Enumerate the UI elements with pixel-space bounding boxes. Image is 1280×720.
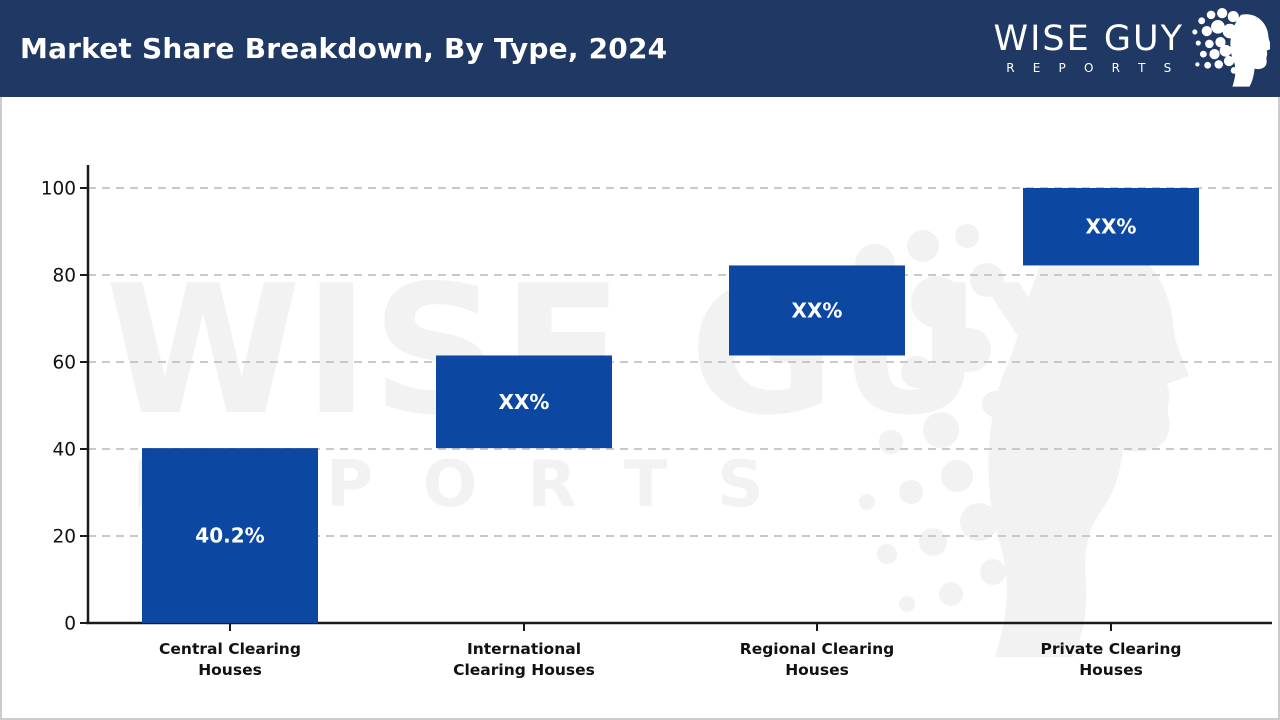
bar-value-label: XX%: [499, 390, 550, 414]
y-tick-label: 60: [52, 353, 76, 374]
x-axis-category-label: International Clearing Houses: [453, 640, 595, 679]
bar-value-label: XX%: [1086, 215, 1137, 239]
logo-head-icon: [1192, 7, 1270, 87]
brand-logo: WISE GUY R E P O R T S: [993, 7, 1270, 91]
bar-value-label: XX%: [792, 298, 843, 322]
header-bar: Market Share Breakdown, By Type, 2024 WI…: [0, 0, 1280, 97]
page-title: Market Share Breakdown, By Type, 2024: [20, 32, 668, 65]
bar-value-label: 40.2%: [195, 524, 264, 548]
logo-subtitle: R E P O R T S: [1006, 61, 1180, 75]
y-tick-label: 40: [52, 440, 76, 461]
bar: [436, 355, 612, 449]
y-tick-label: 20: [52, 527, 76, 548]
x-axis-category-label: Central Clearing Houses: [159, 640, 301, 679]
logo-wordmark: WISE GUY: [993, 19, 1184, 59]
x-axis-category-label: Private Clearing Houses: [1040, 640, 1182, 679]
y-tick-label: 100: [41, 179, 76, 200]
logo-text: WISE GUY R E P O R T S: [993, 19, 1184, 76]
bar: [142, 448, 318, 623]
x-axis-category-label: Regional Clearing Houses: [739, 640, 895, 679]
y-tick-label: 0: [64, 614, 76, 635]
y-tick-label: 80: [52, 266, 76, 287]
